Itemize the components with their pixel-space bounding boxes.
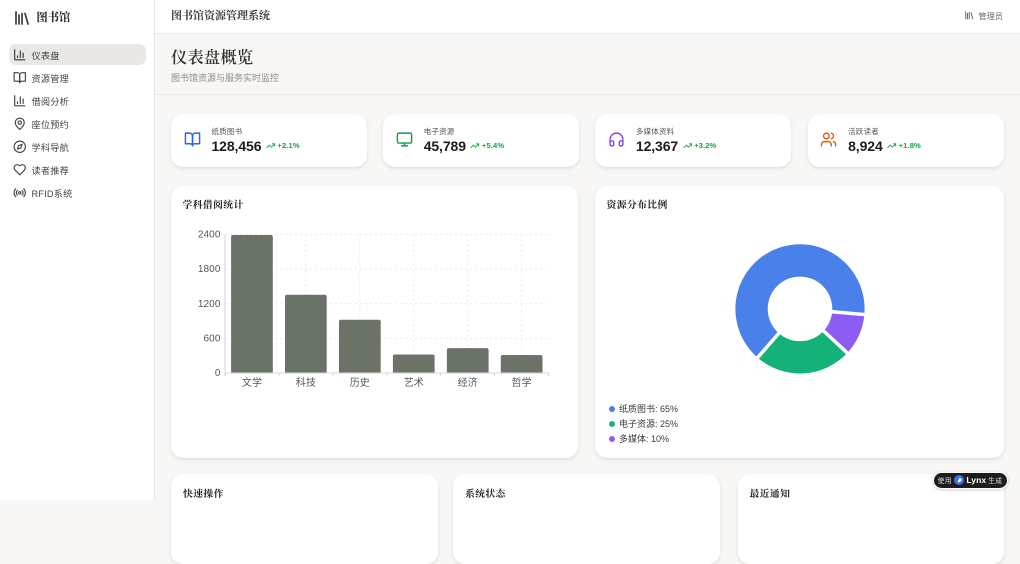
svg-text:2400: 2400: [198, 230, 221, 241]
svg-text:经济: 经济: [458, 376, 478, 389]
svg-text:0: 0: [215, 368, 221, 379]
svg-text:科技: 科技: [296, 376, 316, 389]
svg-text:哲学: 哲学: [511, 376, 531, 389]
svg-text:1800: 1800: [198, 264, 221, 275]
svg-text:文学: 文学: [242, 376, 262, 389]
svg-text:艺术: 艺术: [404, 377, 424, 389]
svg-text:历史: 历史: [350, 377, 370, 389]
svg-text:1200: 1200: [198, 299, 221, 310]
svg-text:600: 600: [204, 333, 221, 344]
